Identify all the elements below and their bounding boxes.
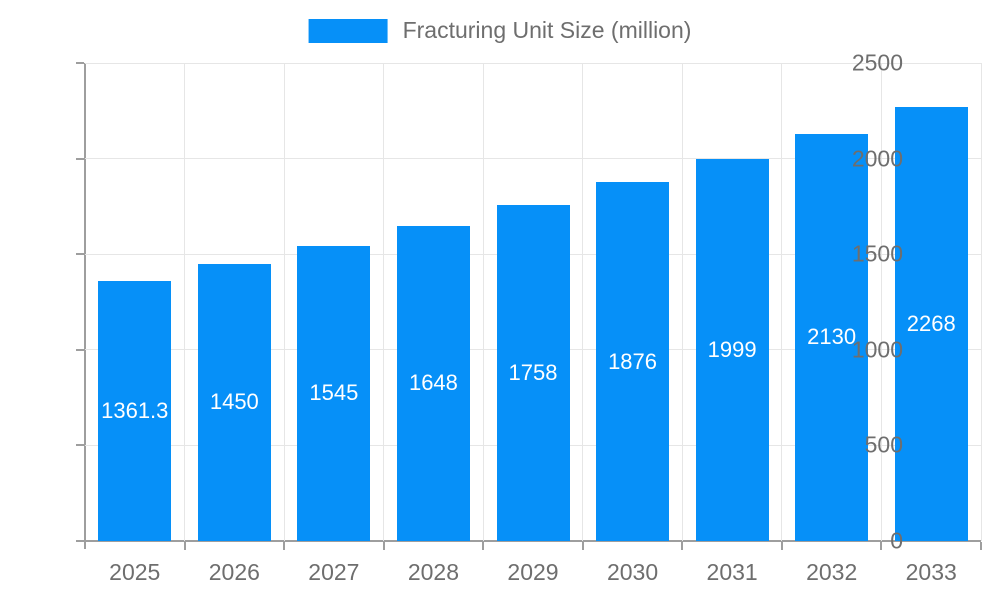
bar[interactable]	[297, 245, 371, 541]
y-axis-tick	[76, 444, 84, 447]
x-axis-tick	[780, 542, 783, 550]
legend-item[interactable]: Fracturing Unit Size (million)	[308, 17, 692, 44]
bar-value-label: 1648	[408, 370, 458, 396]
y-axis-tick-label: 2000	[851, 145, 903, 172]
x-axis-tick	[681, 542, 684, 550]
legend-label: Fracturing Unit Size (million)	[402, 17, 692, 43]
bar[interactable]	[894, 107, 968, 541]
x-axis-tick-label: 2029	[507, 559, 559, 585]
bar[interactable]	[496, 204, 570, 541]
gridline-vertical	[681, 63, 683, 541]
gridline-vertical	[880, 63, 882, 541]
bar-value-label: 1545	[309, 380, 359, 406]
bar[interactable]	[795, 133, 869, 541]
gridline-vertical	[383, 63, 385, 541]
gridline-vertical	[781, 63, 783, 541]
x-axis-tick	[880, 542, 883, 550]
x-axis-tick-label: 2033	[905, 559, 957, 585]
x-axis-tick-label: 2030	[606, 559, 659, 585]
bar[interactable]	[695, 158, 769, 541]
gridline-vertical	[184, 63, 186, 541]
x-axis-tick-label: 2031	[706, 559, 758, 585]
bar-value-label: 2268	[906, 311, 956, 337]
x-axis-tick	[183, 542, 186, 550]
x-axis-line	[84, 540, 981, 542]
gridline-vertical	[283, 63, 285, 541]
bar-value-label: 1361.3	[101, 397, 169, 423]
y-axis-tick	[76, 157, 84, 160]
plot-area: 1361.3 1450 1545 1648 1758 1876 1999 2130 2268	[76, 62, 982, 550]
x-axis-tick	[482, 542, 485, 550]
y-axis-tick	[76, 348, 84, 351]
y-axis-tick-label: 1000	[851, 336, 903, 363]
bar-value-label: 1999	[707, 336, 757, 362]
y-axis-tick	[76, 540, 84, 542]
y-axis-line	[84, 63, 86, 549]
gridline-vertical	[980, 63, 982, 541]
x-axis-tick-label: 2027	[308, 559, 360, 585]
bar-value-label: 1450	[209, 389, 259, 415]
gridline-vertical	[582, 63, 584, 541]
gridline-horizontal	[85, 158, 981, 160]
gridline-horizontal	[85, 62, 981, 64]
legend-swatch-icon	[308, 18, 388, 43]
x-axis-tick-label: 2032	[806, 559, 858, 585]
y-axis-tick-label: 500	[864, 431, 903, 458]
y-axis-tick	[76, 253, 84, 256]
y-axis-tick-label: 1500	[851, 240, 903, 267]
bar-value-label: 1876	[608, 348, 658, 374]
y-axis-tick-label: 2500	[851, 49, 903, 76]
gridline-vertical	[482, 63, 484, 541]
bar[interactable]	[197, 263, 271, 541]
x-axis-tick	[980, 542, 982, 550]
x-axis-tick	[581, 542, 584, 550]
x-axis-tick-label: 2026	[208, 559, 260, 585]
bar-value-label: 1758	[508, 359, 558, 385]
y-axis-tick	[76, 62, 84, 64]
x-axis-tick	[283, 542, 286, 550]
x-axis-tick-label: 2025	[109, 559, 161, 585]
bar[interactable]	[396, 225, 470, 541]
x-axis-tick	[382, 542, 385, 550]
bar[interactable]	[596, 182, 670, 541]
bar-value-label: 2130	[807, 324, 857, 350]
y-axis-tick-label: 0	[890, 527, 903, 554]
x-axis-tick-label: 2028	[407, 559, 460, 585]
bar[interactable]	[98, 280, 172, 541]
